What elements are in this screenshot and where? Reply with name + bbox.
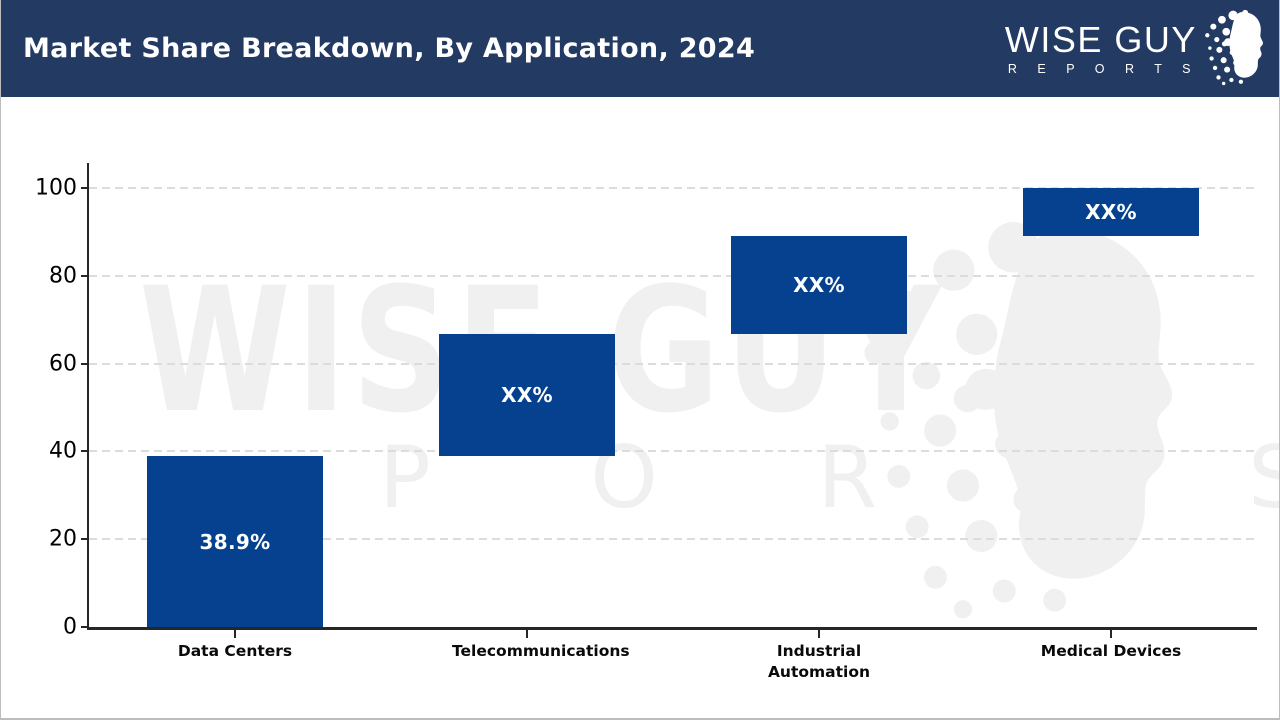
y-axis-tick-mark xyxy=(81,626,89,628)
logo-face-icon xyxy=(1203,6,1265,92)
bar-value-label-industrial-automation: XX% xyxy=(793,273,845,297)
logo-subtitle-text: R E P O R T S xyxy=(1007,62,1199,76)
bar-value-label-medical-devices: XX% xyxy=(1085,199,1137,224)
logo-wordmark: WISE GUY R E P O R T S xyxy=(1004,19,1199,77)
y-axis-tick-mark xyxy=(81,538,89,541)
chart-area: WISE GUY P O R T S 0 20 40 60 80 100 38.9% Data… xyxy=(1,97,1279,718)
y-axis-tick-mark xyxy=(81,450,89,453)
x-axis-category-label-telecommunications: Telecommunications xyxy=(452,642,630,660)
gridline-y-40 xyxy=(89,450,1257,453)
y-axis-tick-label: 20 xyxy=(49,526,77,552)
y-axis-tick-label: 0 xyxy=(63,614,77,640)
bar-telecommunications: XX% xyxy=(439,334,615,457)
y-axis-tick-label: 40 xyxy=(49,438,77,464)
bar-industrial-automation: XX% xyxy=(731,235,907,335)
x-axis-tick-mark xyxy=(818,630,820,638)
y-axis-tick-mark xyxy=(81,362,89,365)
bar-data-centers: 38.9% xyxy=(147,456,323,627)
y-axis-tick-label: 60 xyxy=(49,351,77,377)
gridline-y-20 xyxy=(89,538,1257,541)
x-axis-tick-mark xyxy=(1110,630,1112,638)
bar-value-label-data-centers: 38.9% xyxy=(199,529,271,554)
waterfall-chart: 0 20 40 60 80 100 38.9% Data Centers XX% Telecomm… xyxy=(1,97,1279,718)
y-axis-line xyxy=(87,163,89,629)
bar-medical-devices: XX% xyxy=(1023,188,1199,236)
y-axis-tick-mark xyxy=(81,187,89,189)
x-axis-tick-mark xyxy=(234,630,236,638)
logo-wordmark-text: WISE GUY xyxy=(1004,19,1197,60)
header: Market Share Breakdown, By Application, … xyxy=(1,0,1279,97)
x-axis-line xyxy=(87,627,1257,630)
x-axis-category-label-data-centers: Data Centers xyxy=(177,642,293,660)
x-axis-tick-mark xyxy=(526,630,528,638)
page-title: Market Share Breakdown, By Application, … xyxy=(23,33,756,64)
gridline-y-80 xyxy=(89,274,1257,277)
x-axis-category-label-medical-devices: Medical Devices xyxy=(1040,642,1182,660)
y-axis-tick-label: 80 xyxy=(49,263,77,289)
gridline-y-60 xyxy=(89,362,1257,365)
bar-value-label-telecommunications: XX% xyxy=(501,383,553,408)
x-axis-category-label-industrial-automation: Industrial Automation xyxy=(767,642,871,681)
gridline-y-100 xyxy=(89,187,1257,189)
y-axis-tick-mark xyxy=(81,274,89,277)
wise-guy-logo: WISE GUY R E P O R T S xyxy=(1005,0,1265,97)
y-axis-tick-label: 100 xyxy=(35,175,77,201)
